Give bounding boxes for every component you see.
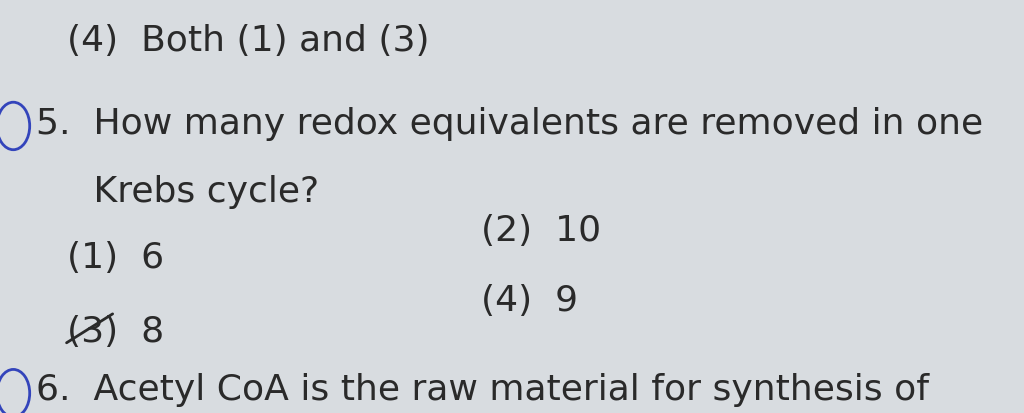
Text: (1)  6: (1) 6 xyxy=(67,241,164,275)
Text: (4)  Both (1) and (3): (4) Both (1) and (3) xyxy=(67,24,429,58)
Text: (2)  10: (2) 10 xyxy=(481,214,601,248)
Text: Krebs cycle?: Krebs cycle? xyxy=(36,175,318,209)
Text: (3)  8: (3) 8 xyxy=(67,316,164,349)
Text: (4)  9: (4) 9 xyxy=(481,285,579,318)
Text: 5.  How many redox equivalents are removed in one: 5. How many redox equivalents are remove… xyxy=(36,107,983,141)
Text: 6.  Acetyl CoA is the raw material for synthesis of: 6. Acetyl CoA is the raw material for sy… xyxy=(36,373,929,407)
